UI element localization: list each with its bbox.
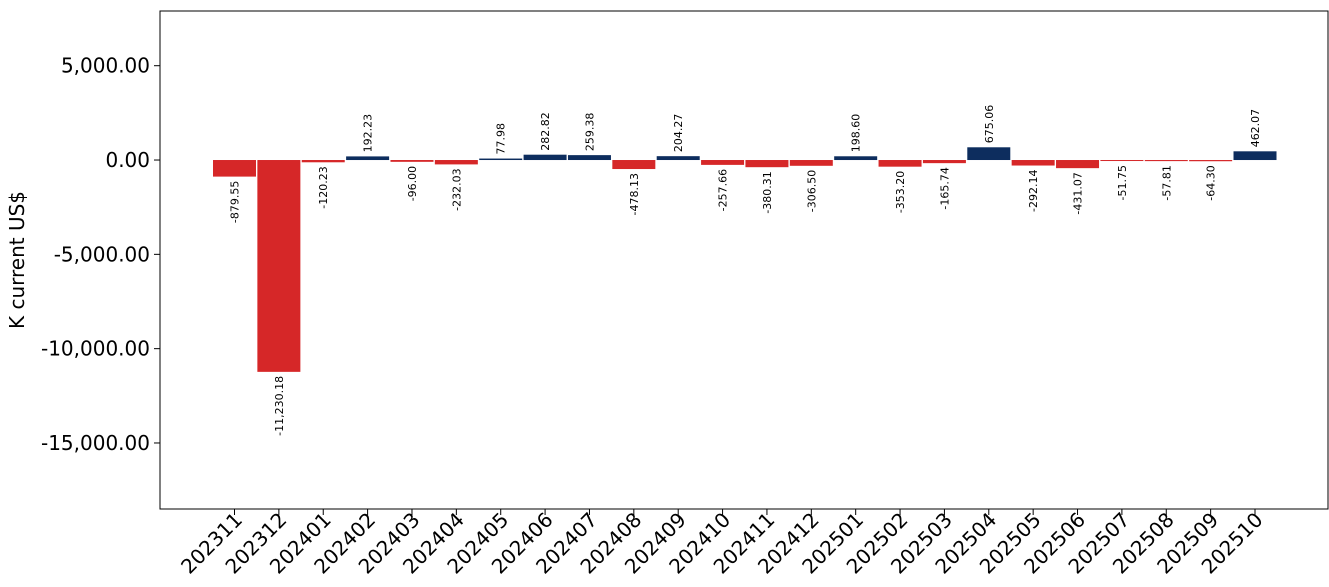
value-label-202412: -306.50 [805,170,818,212]
value-label-202409: 204.27 [672,114,685,153]
y-axis-title: K current US$ [5,191,29,329]
bar-202501 [834,156,878,161]
value-label-202504: 675.06 [983,105,996,144]
bar-202504 [967,147,1011,161]
value-label-202405: 77.98 [495,123,508,155]
bar-202406 [523,154,567,161]
value-label-202501: 198.60 [850,114,863,153]
y-tick-label: -15,000.00 [41,431,150,455]
plot-frame [159,10,1329,510]
bar-202410 [701,160,745,165]
value-label-202510: 462.07 [1249,109,1262,148]
y-tick-label: -5,000.00 [54,242,150,266]
value-labels-group: -879.55 -11,230.18 -120.23 192.23 -96.00 -232… [229,105,1263,436]
bar-202401 [301,160,345,163]
value-label-202406: 282.82 [539,112,552,151]
bar-202411 [745,160,789,168]
value-label-202402: 192.23 [362,114,375,153]
bar-202409 [656,156,700,161]
value-label-202505: -292.14 [1027,170,1040,212]
bar-202404 [434,160,478,165]
value-label-202507: -51.75 [1116,165,1129,200]
value-label-202508: -57.81 [1160,165,1173,200]
bar-202312 [257,160,301,372]
value-label-202502: -353.20 [894,171,907,213]
bar-202502 [878,160,922,167]
bar-202408 [612,160,656,170]
bar-202412 [789,160,833,166]
value-label-202509: -64.30 [1205,165,1218,200]
bar-202407 [567,155,611,161]
bar-202503 [922,160,966,164]
bar-202508 [1144,160,1188,162]
value-label-202401: -120.23 [317,166,330,208]
bars-group [213,147,1277,372]
bar-202509 [1189,160,1233,162]
value-label-202312: -11,230.18 [273,376,286,436]
bar-202506 [1056,160,1100,169]
bar-202510 [1233,151,1277,161]
y-tick-label: -10,000.00 [41,337,150,361]
y-axis: 5,000.00 0.00 -5,000.00 -10,000.00 -15,000.0… [41,54,160,455]
y-tick-label: 0.00 [105,148,150,172]
bar-202505 [1011,160,1055,166]
value-label-202407: 259.38 [583,113,596,152]
bar-202311 [213,160,256,177]
x-axis: 2023112023122024012024022024032024042024… [176,508,1267,579]
value-label-202403: -96.00 [406,166,419,201]
value-label-202311: -879.55 [229,181,242,223]
bar-202403 [390,160,434,162]
bar-202405 [479,158,523,161]
value-label-202410: -257.66 [717,169,730,211]
bar-202507 [1100,160,1144,162]
value-label-202411: -380.31 [761,171,774,213]
value-label-202506: -431.07 [1072,172,1085,214]
y-tick-label: 5,000.00 [61,54,150,78]
value-label-202503: -165.74 [938,167,951,209]
bar-202402 [346,156,390,161]
value-label-202404: -232.03 [450,168,463,210]
value-label-202408: -478.13 [628,173,641,215]
